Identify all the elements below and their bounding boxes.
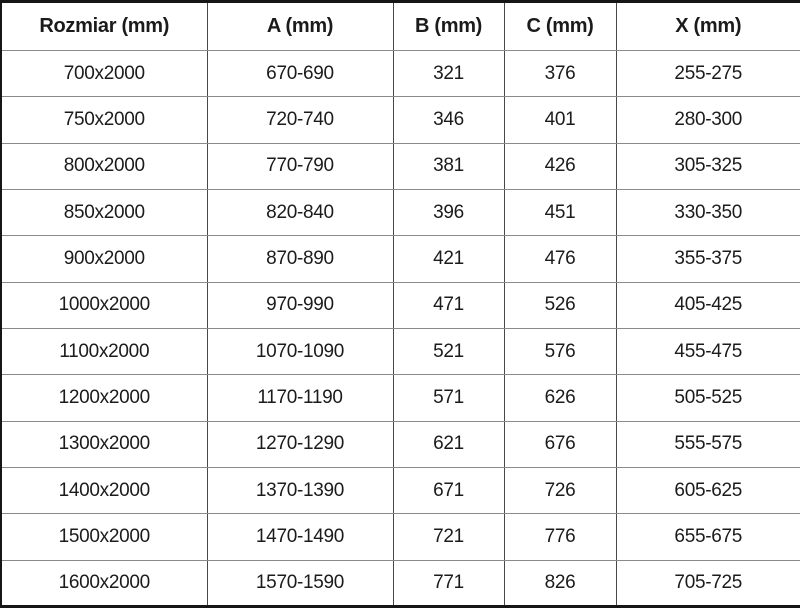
cell-b: 571 <box>392 374 505 422</box>
table-row: 1300x2000 1270-1290 621 676 555-575 <box>0 420 800 468</box>
cell-c: 376 <box>503 49 617 98</box>
cell-x: 330-350 <box>615 188 800 237</box>
cell-rozmiar: 1100x2000 <box>0 327 208 376</box>
cell-a: 1470-1490 <box>206 513 394 561</box>
cell-a: 1370-1390 <box>206 466 394 515</box>
cell-a: 1070-1090 <box>206 327 394 376</box>
column-header-c: C (mm) <box>503 1 617 51</box>
cell-a: 1270-1290 <box>206 420 394 468</box>
cell-b: 521 <box>392 327 505 376</box>
cell-c: 726 <box>503 466 617 515</box>
cell-x: 705-725 <box>615 559 800 608</box>
cell-rozmiar: 800x2000 <box>0 142 208 190</box>
cell-rozmiar: 900x2000 <box>0 235 208 283</box>
cell-a: 720-740 <box>206 96 394 144</box>
table-row: 750x2000 720-740 346 401 280-300 <box>0 96 800 144</box>
cell-b: 381 <box>392 142 505 190</box>
cell-b: 771 <box>392 559 505 608</box>
cell-c: 426 <box>503 142 617 190</box>
cell-rozmiar: 700x2000 <box>0 49 208 98</box>
cell-a: 820-840 <box>206 188 394 237</box>
cell-rozmiar: 750x2000 <box>0 96 208 144</box>
header-row: Rozmiar (mm) A (mm) B (mm) C (mm) X (mm) <box>0 1 800 51</box>
cell-c: 776 <box>503 513 617 561</box>
cell-rozmiar: 1500x2000 <box>0 513 208 561</box>
cell-x: 505-525 <box>615 374 800 422</box>
cell-x: 455-475 <box>615 327 800 376</box>
table-row: 1500x2000 1470-1490 721 776 655-675 <box>0 513 800 561</box>
cell-x: 305-325 <box>615 142 800 190</box>
table-row: 1100x2000 1070-1090 521 576 455-475 <box>0 327 800 376</box>
cell-a: 1570-1590 <box>206 559 394 608</box>
cell-rozmiar: 1600x2000 <box>0 559 208 608</box>
cell-a: 770-790 <box>206 142 394 190</box>
cell-rozmiar: 1400x2000 <box>0 466 208 515</box>
table-header: Rozmiar (mm) A (mm) B (mm) C (mm) X (mm) <box>0 1 800 51</box>
table-row: 1400x2000 1370-1390 671 726 605-625 <box>0 466 800 515</box>
cell-x: 655-675 <box>615 513 800 561</box>
cell-a: 870-890 <box>206 235 394 283</box>
cell-x: 405-425 <box>615 281 800 329</box>
cell-x: 555-575 <box>615 420 800 468</box>
cell-b: 346 <box>392 96 505 144</box>
cell-c: 451 <box>503 188 617 237</box>
cell-c: 476 <box>503 235 617 283</box>
cell-b: 421 <box>392 235 505 283</box>
column-header-x: X (mm) <box>615 1 800 51</box>
cell-b: 321 <box>392 49 505 98</box>
cell-c: 826 <box>503 559 617 608</box>
table-row: 1200x2000 1170-1190 571 626 505-525 <box>0 374 800 422</box>
cell-rozmiar: 850x2000 <box>0 188 208 237</box>
cell-b: 721 <box>392 513 505 561</box>
cell-b: 621 <box>392 420 505 468</box>
cell-c: 626 <box>503 374 617 422</box>
cell-x: 255-275 <box>615 49 800 98</box>
cell-c: 576 <box>503 327 617 376</box>
column-header-rozmiar: Rozmiar (mm) <box>0 1 208 51</box>
cell-rozmiar: 1200x2000 <box>0 374 208 422</box>
cell-x: 605-625 <box>615 466 800 515</box>
cell-rozmiar: 1000x2000 <box>0 281 208 329</box>
cell-c: 676 <box>503 420 617 468</box>
cell-x: 355-375 <box>615 235 800 283</box>
cell-rozmiar: 1300x2000 <box>0 420 208 468</box>
table-row: 700x2000 670-690 321 376 255-275 <box>0 49 800 98</box>
table-row: 850x2000 820-840 396 451 330-350 <box>0 188 800 237</box>
cell-a: 970-990 <box>206 281 394 329</box>
table-body: 700x2000 670-690 321 376 255-275 750x200… <box>0 49 800 608</box>
cell-a: 1170-1190 <box>206 374 394 422</box>
column-header-a: A (mm) <box>206 1 394 51</box>
cell-a: 670-690 <box>206 49 394 98</box>
cell-b: 396 <box>392 188 505 237</box>
table-row: 900x2000 870-890 421 476 355-375 <box>0 235 800 283</box>
table-row: 1000x2000 970-990 471 526 405-425 <box>0 281 800 329</box>
column-header-b: B (mm) <box>392 1 505 51</box>
table-row: 800x2000 770-790 381 426 305-325 <box>0 142 800 190</box>
cell-c: 401 <box>503 96 617 144</box>
cell-c: 526 <box>503 281 617 329</box>
table-row: 1600x2000 1570-1590 771 826 705-725 <box>0 559 800 608</box>
cell-b: 471 <box>392 281 505 329</box>
cell-b: 671 <box>392 466 505 515</box>
cell-x: 280-300 <box>615 96 800 144</box>
